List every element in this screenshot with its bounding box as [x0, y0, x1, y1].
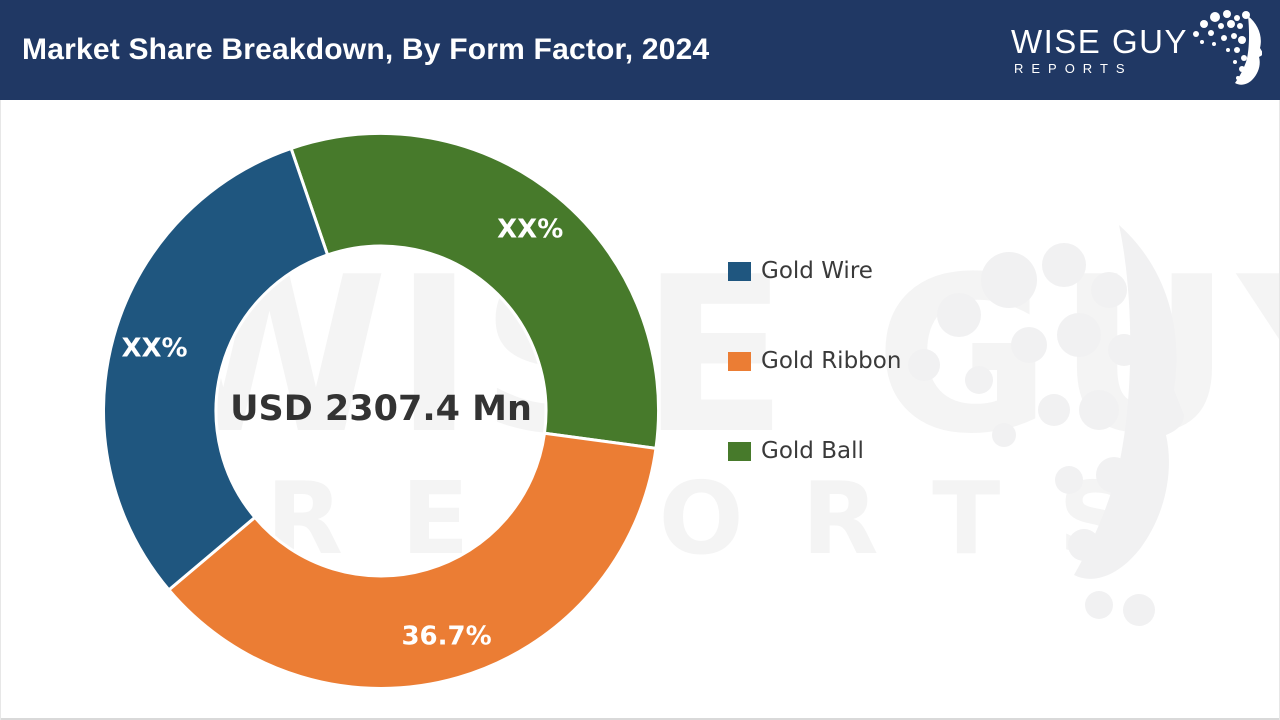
brand-subtitle: REPORTS [1013, 60, 1133, 76]
pie-slice-gold-ball [289, 132, 660, 450]
face-logo-icon [1193, 10, 1262, 85]
legend-label: Gold Ribbon [761, 348, 902, 374]
pie-slice-gold-wire [102, 146, 330, 592]
brand-name: WISE GUY [1010, 22, 1188, 60]
legend-label: Gold Ball [761, 438, 864, 464]
legend-label: Gold Wire [761, 258, 873, 284]
slice-label-gold-ball: XX% [497, 214, 563, 244]
slice-label-gold-ribbon: 36.7% [401, 622, 491, 652]
pie-slice-gold-ribbon [167, 431, 658, 690]
donut-center-value: USD 2307.4 Mn [230, 389, 532, 429]
legend-swatch-gold-ball [728, 441, 751, 461]
header-bar: Market Share Breakdown, By Form Factor, … [0, 0, 1280, 100]
donut-chart: XX% 36.7% XX% [102, 132, 660, 690]
legend-swatch-gold-ribbon [728, 351, 751, 371]
brand-logo: WISE GUY REPORTS [1011, 10, 1262, 90]
slice-label-gold-wire: XX% [121, 333, 187, 363]
legend-item-gold-ribbon: Gold Ribbon [728, 338, 901, 384]
legend-swatch-gold-wire [728, 261, 751, 281]
face-watermark [908, 225, 1184, 626]
chart-area: WISE GUY REPORTS XX%36.7%XX% USD 2307.4 … [0, 100, 1280, 720]
brand-logo-text: WISE GUY REPORTS [1010, 22, 1188, 76]
legend-item-gold-ball: Gold Ball [728, 428, 901, 474]
chart-legend: Gold Wire Gold Ribbon Gold Ball [728, 248, 901, 518]
bottom-border [1, 718, 1279, 720]
page-title: Market Share Breakdown, By Form Factor, … [22, 33, 710, 66]
legend-item-gold-wire: Gold Wire [728, 248, 901, 294]
